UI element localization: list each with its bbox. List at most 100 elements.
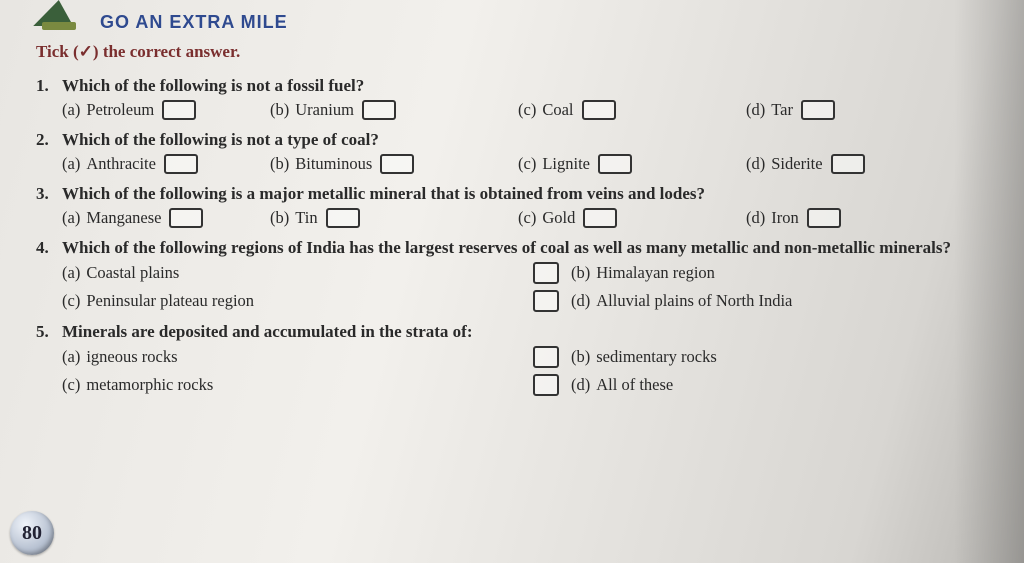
question-stem: Which of the following is a major metall… <box>62 184 705 204</box>
question-stem: Which of the following is not a type of … <box>62 130 379 150</box>
option-text: All of these <box>596 375 673 395</box>
checkbox-icon[interactable] <box>162 100 196 120</box>
checkbox-icon[interactable] <box>164 154 198 174</box>
option-label: (d) <box>746 208 765 228</box>
option-label: (b) <box>270 154 289 174</box>
worksheet-page: GO AN EXTRA MILE Tick (✓) the correct an… <box>0 0 1024 396</box>
page-number-badge: 80 <box>10 511 54 555</box>
option-text: Alluvial plains of North India <box>596 291 792 311</box>
option-a: (a) Manganese <box>62 208 262 228</box>
checkbox-icon[interactable] <box>326 208 360 228</box>
option-d: (d) Siderite <box>746 154 926 174</box>
checkbox-icon[interactable] <box>807 208 841 228</box>
option-text: Tin <box>295 208 317 228</box>
option-b: (b) sedimentary rocks <box>533 346 984 368</box>
option-d: (d) All of these <box>533 374 984 396</box>
option-text: sedimentary rocks <box>596 347 717 367</box>
option-text: Lignite <box>542 154 590 174</box>
header-title: GO AN EXTRA MILE <box>100 12 288 33</box>
option-label: (b) <box>571 263 590 283</box>
option-c: (c) metamorphic rocks <box>62 374 513 396</box>
option-text: Peninsular plateau region <box>86 291 254 311</box>
option-a: (a) Petroleum <box>62 100 262 120</box>
option-c: (c) Lignite <box>518 154 738 174</box>
option-c: (c) Peninsular plateau region <box>62 290 513 312</box>
option-text: Bituminous <box>295 154 372 174</box>
option-label: (a) <box>62 100 80 120</box>
question-stem: Which of the following is not a fossil f… <box>62 76 364 96</box>
checkbox-icon[interactable] <box>533 346 559 368</box>
option-label: (d) <box>571 375 590 395</box>
option-label: (d) <box>746 154 765 174</box>
question-number: 2. <box>36 130 56 150</box>
options-grid: (a) igneous rocks (b) sedimentary rocks … <box>36 346 984 396</box>
options-row: (a) Petroleum (b) Uranium (c) Coal (d) T… <box>36 100 984 120</box>
option-text: Iron <box>771 208 799 228</box>
option-label: (c) <box>62 375 80 395</box>
options-row: (a) Manganese (b) Tin (c) Gold (d) Iron <box>36 208 984 228</box>
checkbox-icon[interactable] <box>598 154 632 174</box>
checkbox-icon[interactable] <box>533 290 559 312</box>
option-label: (a) <box>62 263 80 283</box>
option-label: (c) <box>518 100 536 120</box>
option-text: Anthracite <box>86 154 156 174</box>
checkbox-icon[interactable] <box>831 154 865 174</box>
option-label: (d) <box>746 100 765 120</box>
question-text: 3. Which of the following is a major met… <box>36 184 984 204</box>
question-stem: Which of the following regions of India … <box>62 238 951 258</box>
option-label: (d) <box>571 291 590 311</box>
checkbox-icon[interactable] <box>582 100 616 120</box>
option-c: (c) Coal <box>518 100 738 120</box>
option-text: metamorphic rocks <box>86 375 213 395</box>
question-3: 3. Which of the following is a major met… <box>36 184 984 228</box>
question-text: 5. Minerals are deposited and accumulate… <box>36 322 984 342</box>
option-text: Coal <box>542 100 573 120</box>
question-stem: Minerals are deposited and accumulated i… <box>62 322 473 342</box>
option-text: Coastal plains <box>86 263 179 283</box>
option-text: Siderite <box>771 154 822 174</box>
option-b: (b) Uranium <box>270 100 510 120</box>
question-number: 5. <box>36 322 56 342</box>
option-label: (b) <box>270 208 289 228</box>
question-number: 4. <box>36 238 56 258</box>
option-label: (c) <box>518 208 536 228</box>
option-label: (a) <box>62 208 80 228</box>
option-b: (b) Tin <box>270 208 510 228</box>
checkbox-icon[interactable] <box>533 262 559 284</box>
question-1: 1. Which of the following is not a fossi… <box>36 76 984 120</box>
option-a: (a) Coastal plains <box>62 262 513 284</box>
option-label: (b) <box>270 100 289 120</box>
option-text: igneous rocks <box>86 347 177 367</box>
question-text: 4. Which of the following regions of Ind… <box>36 238 984 258</box>
checkbox-icon[interactable] <box>533 374 559 396</box>
checkbox-icon[interactable] <box>583 208 617 228</box>
option-d: (d) Iron <box>746 208 926 228</box>
option-label: (c) <box>518 154 536 174</box>
option-text: Himalayan region <box>596 263 715 283</box>
question-number: 3. <box>36 184 56 204</box>
question-4: 4. Which of the following regions of Ind… <box>36 238 984 312</box>
question-text: 1. Which of the following is not a fossi… <box>36 76 984 96</box>
option-d: (d) Tar <box>746 100 926 120</box>
question-5: 5. Minerals are deposited and accumulate… <box>36 322 984 396</box>
option-label: (a) <box>62 347 80 367</box>
option-label: (a) <box>62 154 80 174</box>
option-c: (c) Gold <box>518 208 738 228</box>
question-text: 2. Which of the following is not a type … <box>36 130 984 150</box>
logo-icon <box>36 8 88 36</box>
option-text: Manganese <box>86 208 161 228</box>
option-b: (b) Bituminous <box>270 154 510 174</box>
options-row: (a) Anthracite (b) Bituminous (c) Lignit… <box>36 154 984 174</box>
checkbox-icon[interactable] <box>169 208 203 228</box>
option-b: (b) Himalayan region <box>533 262 984 284</box>
checkbox-icon[interactable] <box>801 100 835 120</box>
question-2: 2. Which of the following is not a type … <box>36 130 984 174</box>
checkbox-icon[interactable] <box>362 100 396 120</box>
option-text: Petroleum <box>86 100 154 120</box>
checkbox-icon[interactable] <box>380 154 414 174</box>
option-a: (a) Anthracite <box>62 154 262 174</box>
option-text: Tar <box>771 100 793 120</box>
option-label: (c) <box>62 291 80 311</box>
option-a: (a) igneous rocks <box>62 346 513 368</box>
option-d: (d) Alluvial plains of North India <box>533 290 984 312</box>
